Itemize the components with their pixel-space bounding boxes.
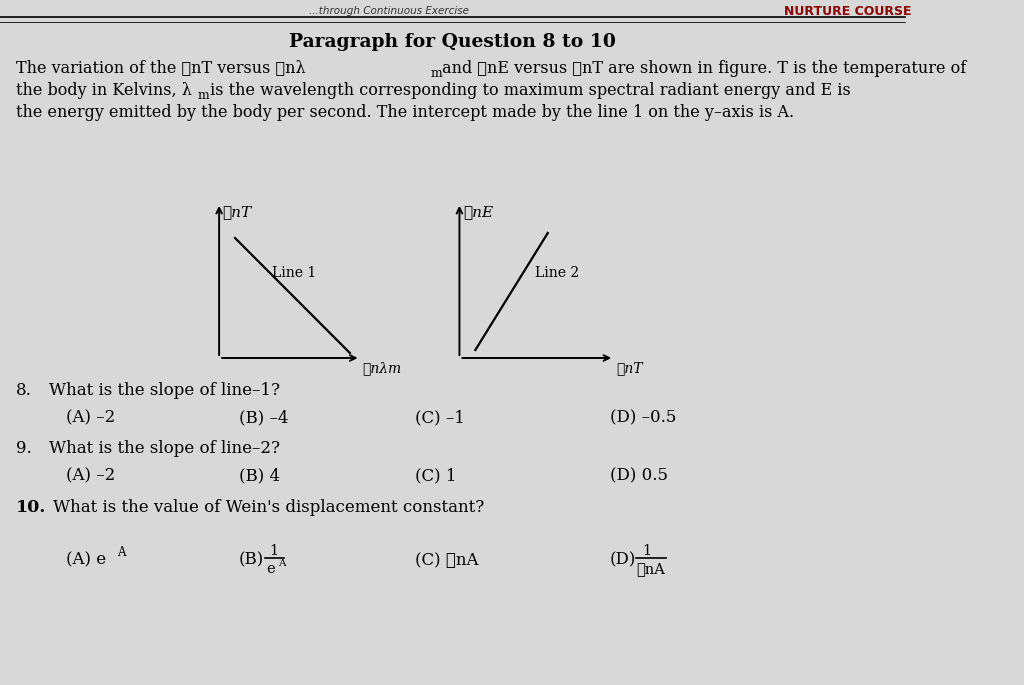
Text: NURTURE COURSE: NURTURE COURSE — [784, 5, 912, 18]
Text: is the wavelength corresponding to maximum spectral radiant energy and E is: is the wavelength corresponding to maxim… — [205, 82, 851, 99]
Text: What is the slope of line–1?: What is the slope of line–1? — [48, 382, 280, 399]
Text: m: m — [198, 88, 210, 101]
Text: Line 2: Line 2 — [535, 266, 579, 280]
Text: (D) –0.5: (D) –0.5 — [609, 410, 676, 427]
Text: Paragraph for Question 8 to 10: Paragraph for Question 8 to 10 — [289, 33, 615, 51]
Text: ℓnE: ℓnE — [463, 205, 494, 219]
Text: The variation of the ℓnT versus ℓnλ: The variation of the ℓnT versus ℓnλ — [16, 60, 305, 77]
Text: A: A — [118, 547, 126, 560]
Text: What is the value of Wein's displacement constant?: What is the value of Wein's displacement… — [53, 499, 484, 516]
Text: (C) ℓnA: (C) ℓnA — [416, 551, 479, 569]
Text: and ℓnE versus ℓnT are shown in figure. T is the temperature of: and ℓnE versus ℓnT are shown in figure. … — [437, 60, 967, 77]
Text: (A) e: (A) e — [67, 551, 106, 569]
Text: 1: 1 — [269, 544, 279, 558]
Text: ℓnT: ℓnT — [222, 205, 252, 219]
Text: (D): (D) — [609, 551, 636, 569]
Text: (A) –2: (A) –2 — [67, 467, 116, 484]
Text: (D) 0.5: (D) 0.5 — [609, 467, 668, 484]
Text: ℓnλm: ℓnλm — [362, 361, 401, 375]
Text: 8.: 8. — [16, 382, 32, 399]
Text: (B) 4: (B) 4 — [239, 467, 280, 484]
Text: the energy emitted by the body per second. The intercept made by the line 1 on t: the energy emitted by the body per secon… — [16, 103, 794, 121]
Text: (B) –4: (B) –4 — [239, 410, 288, 427]
Text: (B): (B) — [239, 551, 264, 569]
Text: ...through Continuous Exercise: ...through Continuous Exercise — [309, 6, 469, 16]
Text: m: m — [430, 66, 442, 79]
Text: (A) –2: (A) –2 — [67, 410, 116, 427]
Text: What is the slope of line–2?: What is the slope of line–2? — [48, 440, 280, 456]
Text: (C) 1: (C) 1 — [416, 467, 457, 484]
Text: A: A — [279, 558, 286, 567]
Text: ℓnT: ℓnT — [615, 361, 642, 375]
Text: the body in Kelvins, λ: the body in Kelvins, λ — [16, 82, 191, 99]
Text: (C) –1: (C) –1 — [416, 410, 465, 427]
Text: Line 1: Line 1 — [272, 266, 316, 280]
Text: ℓnA: ℓnA — [637, 562, 666, 576]
Text: e: e — [266, 562, 274, 576]
Text: 1: 1 — [642, 544, 651, 558]
Text: 10.: 10. — [16, 499, 46, 516]
Text: 9.: 9. — [16, 440, 32, 456]
